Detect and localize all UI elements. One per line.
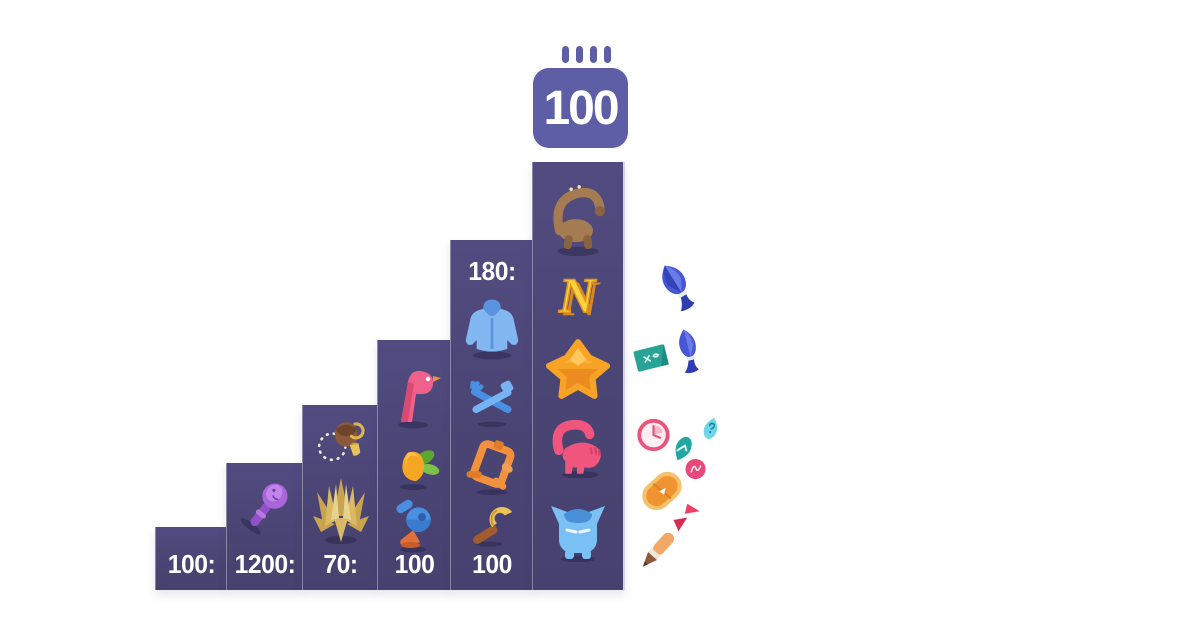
step-bar-6: N N	[532, 162, 625, 590]
orange-pencil-icon	[633, 525, 681, 577]
step-bar-5: 180:	[450, 240, 533, 590]
pink-sort-arrows-icon	[666, 499, 706, 541]
orange-capsule-icon	[636, 465, 688, 517]
blue-hoodie-icon	[457, 294, 527, 360]
blue-droplet-bubble-icon	[697, 414, 724, 445]
svg-text:N: N	[562, 270, 601, 326]
citrus-fruit-icon	[388, 440, 442, 492]
pink-dino-icon	[544, 412, 612, 478]
step-5-top-label: 180:	[468, 256, 516, 286]
hay-bundle-icon	[309, 475, 373, 549]
pink-clock-icon	[636, 416, 671, 454]
teal-ticket-icon	[630, 340, 672, 376]
step-bar-1: 100:	[155, 527, 227, 590]
pink-scribble-badge-icon	[684, 457, 707, 481]
crossed-tools-icon	[463, 374, 521, 428]
step-3-label: 70:	[323, 549, 358, 579]
step-1-label: 100:	[167, 549, 216, 579]
score-badge-value: 100	[543, 81, 619, 135]
blue-telescope-icon	[387, 494, 443, 554]
wrench-icon	[465, 498, 519, 548]
blue-monster-icon	[546, 500, 610, 562]
step-bar-2: 1200:	[226, 463, 303, 590]
pink-flamingo-icon	[383, 360, 447, 430]
orange-star-gem-icon	[545, 336, 611, 402]
purple-key-icon	[234, 477, 296, 539]
score-badge: 100	[533, 68, 628, 148]
step-bar-4: 100	[377, 340, 451, 590]
badge-tabs-icon	[562, 46, 611, 63]
gold-letter-n-icon: N N	[546, 264, 610, 330]
step-5-label: 100	[472, 549, 512, 579]
step-2-label: 1200:	[234, 549, 296, 579]
step-4-label: 100	[394, 549, 435, 579]
svg-text:N: N	[558, 267, 597, 323]
brown-monkey-icon	[541, 180, 615, 256]
blue-gem-small-icon	[666, 320, 712, 382]
step-bar-3: 70:	[302, 405, 378, 590]
orange-frame-icon	[461, 434, 523, 496]
teal-droplet-icon	[668, 430, 699, 465]
pouch-and-chain-icon	[312, 417, 370, 473]
blue-gem-large-icon	[652, 258, 704, 316]
